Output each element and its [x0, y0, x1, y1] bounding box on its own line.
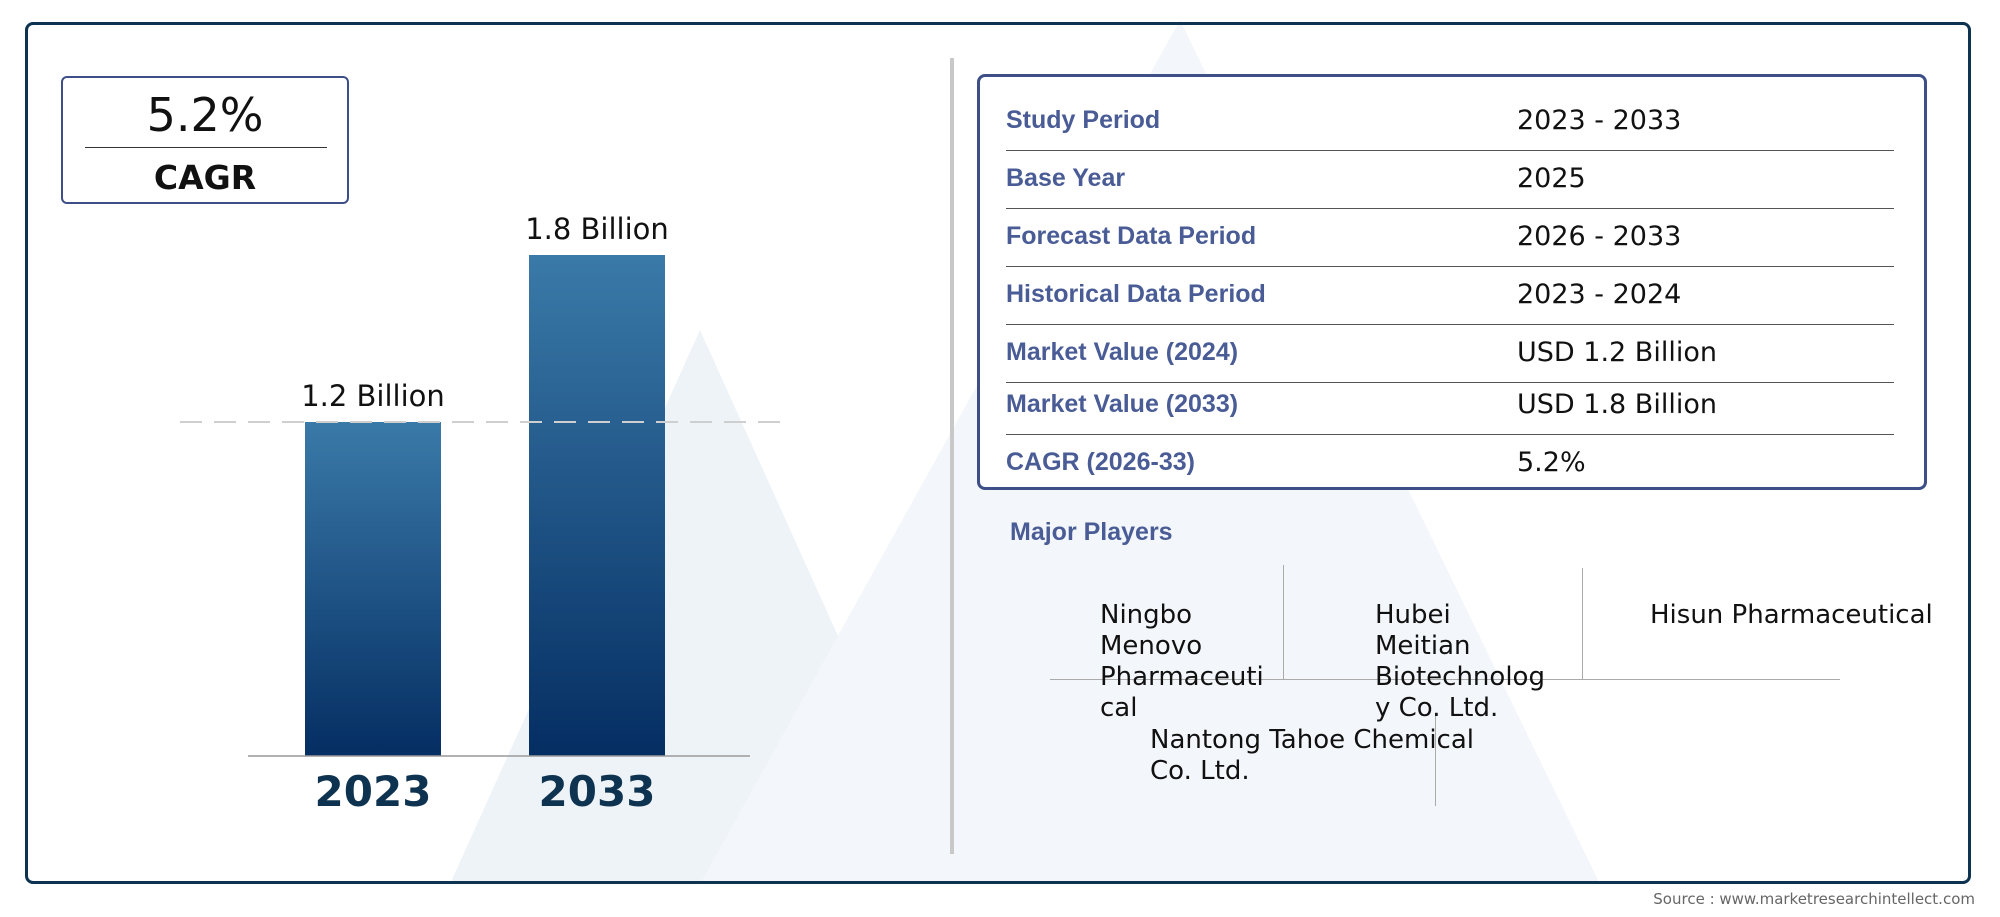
row-divider [1006, 324, 1894, 325]
player-nantong-tahoe: Nantong Tahoe Chemical Co. Ltd. [1150, 725, 1474, 787]
cagr-value: 5.2% [146, 88, 264, 142]
source-credit: Source : www.marketresearchintellect.com [1653, 890, 1975, 908]
bar-2023 [305, 422, 441, 756]
info-key: CAGR (2026-33) [1006, 448, 1195, 476]
info-key: Study Period [1006, 106, 1161, 134]
section-divider [950, 58, 954, 854]
player-line: Biotechnolog [1375, 662, 1545, 692]
row-divider [1006, 208, 1894, 209]
info-value: USD 1.8 Billion [1517, 389, 1717, 420]
players-divider-v3 [1435, 716, 1436, 806]
row-divider [1006, 150, 1894, 151]
infographic-frame [25, 22, 1971, 884]
player-line: Ningbo [1100, 600, 1193, 630]
info-key: Market Value (2033) [1006, 390, 1239, 418]
info-row-forecast-period: Forecast Data Period 2026 - 2033 [1006, 209, 1894, 267]
info-row-cagr: CAGR (2026-33) 5.2% [1006, 435, 1894, 493]
data-label-2033: 1.8 Billion [525, 212, 669, 246]
player-line: Hubei [1375, 600, 1451, 630]
data-label-2023: 1.2 Billion [301, 379, 445, 413]
players-divider-v2 [1582, 568, 1583, 680]
row-divider [1006, 434, 1894, 435]
row-divider [1006, 266, 1894, 267]
cagr-box: 5.2% CAGR [61, 76, 349, 204]
bar-2033 [529, 255, 665, 756]
info-row-historical-period: Historical Data Period 2023 - 2024 [1006, 267, 1894, 325]
info-key: Forecast Data Period [1006, 222, 1257, 250]
player-line: Nantong Tahoe Chemical [1150, 725, 1474, 755]
info-key: Base Year [1006, 164, 1126, 192]
player-line: Pharmaceuti [1100, 662, 1264, 692]
info-row-base-year: Base Year 2025 [1006, 151, 1894, 209]
players-divider-v1 [1283, 565, 1284, 680]
player-line: Menovo [1100, 631, 1203, 661]
player-line: Co. Ltd. [1150, 756, 1250, 786]
info-row-study-period: Study Period 2023 - 2033 [1006, 93, 1894, 151]
market-info-table: Study Period 2023 - 2033 Base Year 2025 … [977, 74, 1927, 490]
player-line: cal [1100, 693, 1138, 723]
info-row-market-value-2024: Market Value (2024) USD 1.2 Billion [1006, 325, 1894, 383]
major-players-title: Major Players [1010, 518, 1173, 546]
player-line: Hisun Pharmaceutical [1650, 600, 1933, 630]
info-value: USD 1.2 Billion [1517, 337, 1717, 368]
cagr-divider [85, 147, 327, 148]
player-line: Meitian [1375, 631, 1471, 661]
category-label-2023: 2023 [315, 767, 432, 816]
player-hubei-meitian: Hubei Meitian Biotechnolog y Co. Ltd. [1375, 600, 1545, 724]
info-key: Historical Data Period [1006, 280, 1266, 308]
info-row-market-value-2033: Market Value (2033) USD 1.8 Billion [1006, 377, 1894, 435]
category-label-2033: 2033 [539, 767, 656, 816]
info-value: 2023 - 2024 [1517, 279, 1682, 310]
players-divider-h [1050, 679, 1840, 680]
bar-chart: 1.2 Billion 2023 1.8 Billion 2033 [180, 212, 790, 816]
cagr-label: CAGR [153, 158, 257, 197]
info-value: 2026 - 2033 [1517, 221, 1682, 252]
player-ningbo-menovo: Ningbo Menovo Pharmaceuti cal [1100, 600, 1264, 724]
info-value: 2025 [1517, 163, 1586, 194]
player-line: y Co. Ltd. [1375, 693, 1499, 723]
info-value: 5.2% [1517, 447, 1586, 478]
info-value: 2023 - 2033 [1517, 105, 1682, 136]
row-divider [1006, 382, 1894, 383]
player-hisun: Hisun Pharmaceutical [1650, 600, 1933, 631]
info-key: Market Value (2024) [1006, 338, 1239, 366]
